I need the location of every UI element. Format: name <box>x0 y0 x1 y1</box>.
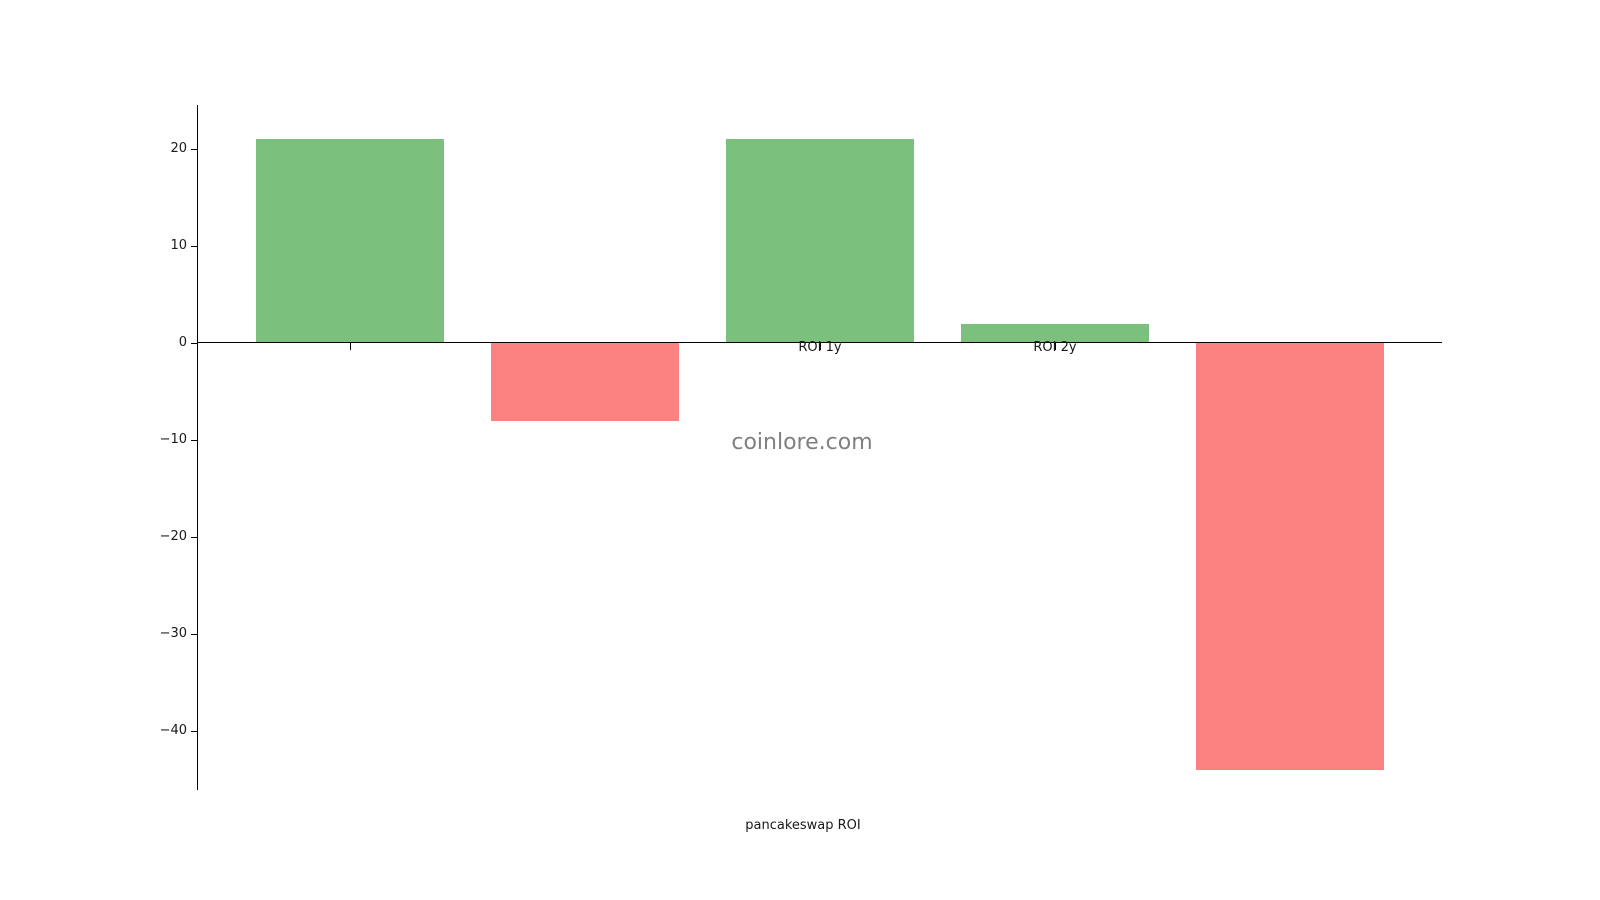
roi-bar <box>1196 343 1384 770</box>
y-axis-tick <box>191 731 197 732</box>
y-axis-tick <box>191 246 197 247</box>
x-axis-tick <box>820 343 821 350</box>
roi-bar <box>491 343 679 421</box>
y-axis-tick <box>191 634 197 635</box>
y-axis-line <box>197 105 198 790</box>
y-axis-tick-label: 10 <box>170 238 187 253</box>
watermark-text: coinlore.com <box>731 430 873 455</box>
y-axis-tick <box>191 343 197 344</box>
y-axis-tick-label: −30 <box>159 626 187 641</box>
x-axis-tick <box>1055 343 1056 350</box>
x-axis-zero-line <box>197 342 1442 343</box>
y-axis-tick <box>191 149 197 150</box>
y-axis-tick-label: −10 <box>159 432 187 447</box>
y-axis-tick-label: −40 <box>159 723 187 738</box>
y-axis-tick-label: 20 <box>170 141 187 156</box>
y-axis-tick-label: −20 <box>159 529 187 544</box>
roi-bar <box>726 139 914 343</box>
x-axis-tick-label: ROI 2y <box>1033 340 1077 355</box>
y-axis-tick <box>191 440 197 441</box>
x-axis-tick-label: ROI 1y <box>798 340 842 355</box>
y-axis-tick <box>191 537 197 538</box>
roi-bar <box>256 139 444 343</box>
x-axis-title: pancakeswap ROI <box>745 818 861 833</box>
y-axis-tick-label: 0 <box>178 335 187 350</box>
roi-bar <box>961 324 1149 343</box>
x-axis-tick <box>350 343 351 350</box>
